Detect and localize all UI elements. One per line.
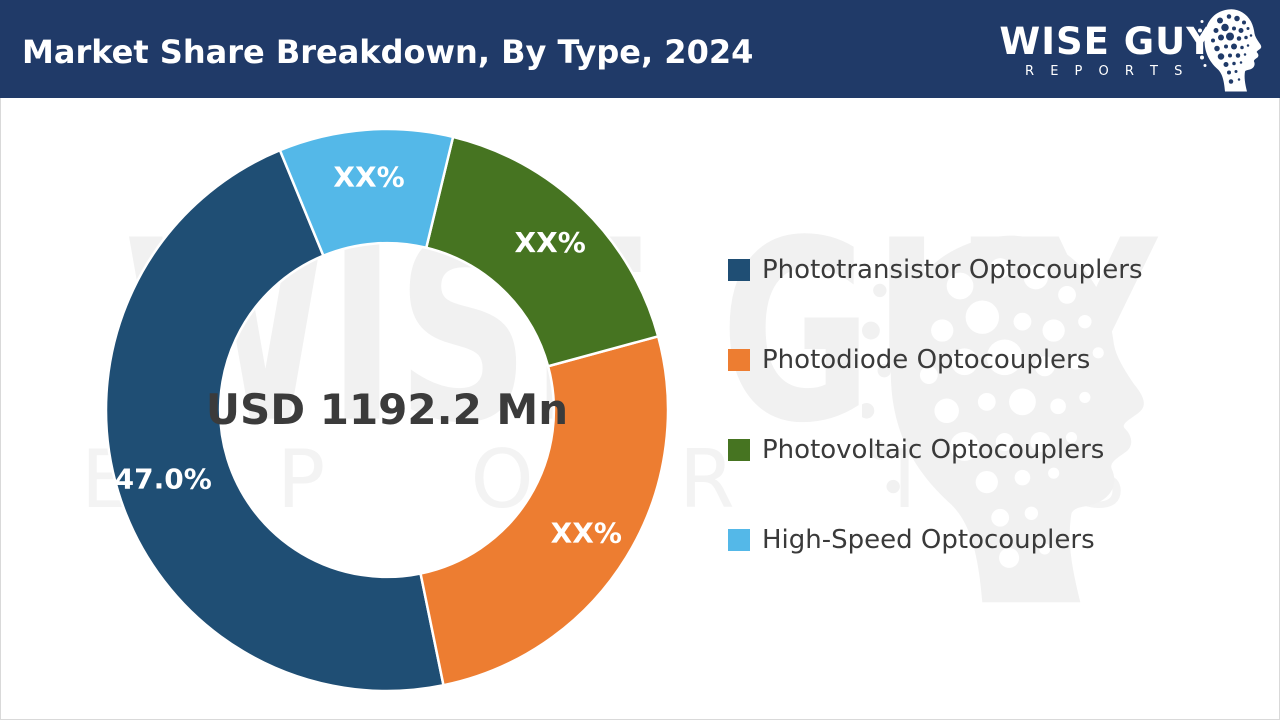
slice-label-3: XX%: [333, 161, 404, 194]
page-title: Market Share Breakdown, By Type, 2024: [22, 33, 754, 71]
brand-logo: WISE GUY R E P O R T S: [999, 6, 1268, 92]
legend-swatch-0: [728, 259, 750, 281]
legend-swatch-2: [728, 439, 750, 461]
slice-label-2: XX%: [515, 226, 586, 259]
pie-segment-1: [419, 334, 670, 687]
header-bar: Market Share Breakdown, By Type, 2024 WI…: [0, 0, 1280, 98]
slice-label-1: XX%: [551, 517, 622, 550]
legend-label: Photovoltaic Optocouplers: [762, 435, 1105, 465]
legend-item: High-Speed Optocouplers: [728, 525, 1143, 555]
legend-label: Phototransistor Optocouplers: [762, 255, 1143, 285]
legend-item: Photovoltaic Optocouplers: [728, 435, 1143, 465]
chart-legend: Phototransistor Optocouplers Photodiode O…: [728, 255, 1143, 555]
legend-item: Photodiode Optocouplers: [728, 345, 1143, 375]
pie-segment-2: [424, 135, 660, 368]
slice-label-0: 47.0%: [115, 462, 212, 495]
brand-logo-text: WISE GUY R E P O R T S: [999, 20, 1214, 79]
brand-subtitle: R E P O R T S: [1025, 63, 1189, 79]
legend-swatch-1: [728, 349, 750, 371]
legend-label: Photodiode Optocouplers: [762, 345, 1091, 375]
pie-segment-0: [104, 148, 445, 693]
pie-segment-3: [278, 127, 455, 258]
brand-name: WISE GUY: [999, 19, 1214, 63]
legend-item: Phototransistor Optocouplers: [728, 255, 1143, 285]
donut-chart: USD 1192.2 Mn 47.0% XX% XX% XX%: [104, 127, 670, 693]
legend-swatch-3: [728, 529, 750, 551]
chart-center-value: USD 1192.2 Mn: [206, 385, 568, 434]
legend-label: High-Speed Optocouplers: [762, 525, 1095, 555]
